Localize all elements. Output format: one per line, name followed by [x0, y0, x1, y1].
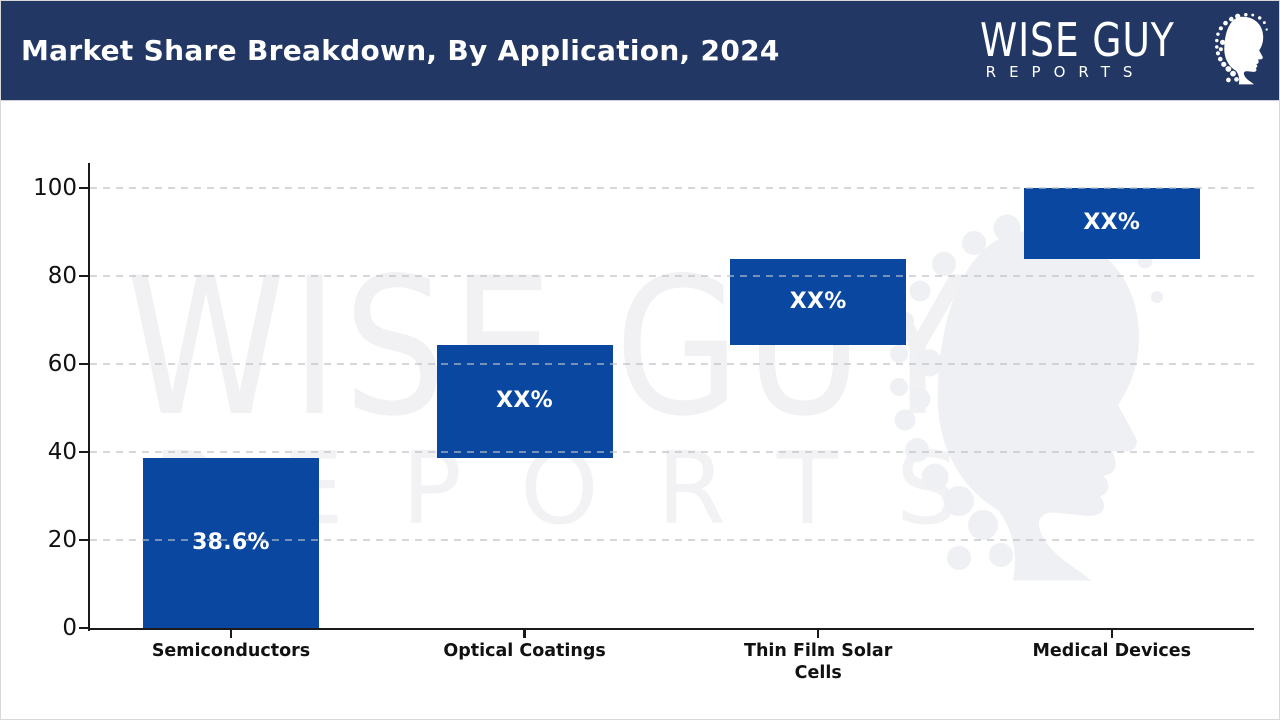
y-tick-mark — [79, 626, 88, 630]
page-title: Market Share Breakdown, By Application, … — [21, 34, 780, 67]
y-tick-mark — [79, 362, 88, 366]
y-tick-mark — [79, 450, 88, 454]
x-axis-category-label: Thin Film Solar Cells — [744, 641, 893, 683]
bar-3 — [730, 258, 907, 345]
y-axis-tick-label: 40 — [47, 439, 77, 465]
y-tick-mark — [79, 186, 88, 190]
y-axis-line — [87, 163, 90, 631]
y-tick-mark — [79, 538, 88, 542]
gridline-y-100 — [90, 187, 1254, 189]
x-tick-mark — [1110, 630, 1113, 638]
bar-value-label: XX% — [496, 388, 554, 414]
y-axis-tick-label: 100 — [33, 175, 77, 201]
gridline-y-60 — [90, 363, 1254, 365]
x-axis-line — [87, 627, 1254, 631]
y-tick-mark — [79, 274, 88, 278]
header: Market Share Breakdown, By Application, … — [1, 1, 1279, 101]
x-tick-mark — [817, 630, 820, 638]
bar-value-label: XX% — [1083, 210, 1141, 236]
x-axis-category-label: Optical Coatings — [443, 641, 606, 661]
gridline-y-80 — [90, 275, 1254, 277]
logo-wordmark: WISE GUY — [979, 13, 1175, 67]
bar-value-label: XX% — [789, 288, 847, 314]
bar-value-label: 38.6% — [192, 530, 270, 556]
gridline-y-20 — [90, 539, 1254, 541]
bar-4 — [1023, 188, 1200, 259]
x-tick-mark — [229, 630, 233, 638]
gridline-y-40 — [90, 451, 1254, 453]
watermark-face-icon — [869, 213, 1169, 603]
wiseguy-logo: WISE GUY REPORTS — [980, 13, 1269, 89]
y-axis-tick-label: 0 — [62, 615, 77, 641]
y-axis-tick-label: 20 — [47, 527, 77, 553]
y-axis-tick-label: 80 — [47, 263, 77, 289]
y-axis-tick-label: 60 — [47, 351, 77, 377]
x-tick-mark — [523, 630, 526, 638]
x-axis-category-label: Medical Devices — [1032, 641, 1192, 661]
logo-text: WISE GUY REPORTS — [979, 13, 1217, 81]
logo-subtext: REPORTS — [985, 63, 1146, 81]
x-axis-category-label: Semiconductors — [151, 641, 311, 661]
bar-1 — [143, 458, 319, 628]
